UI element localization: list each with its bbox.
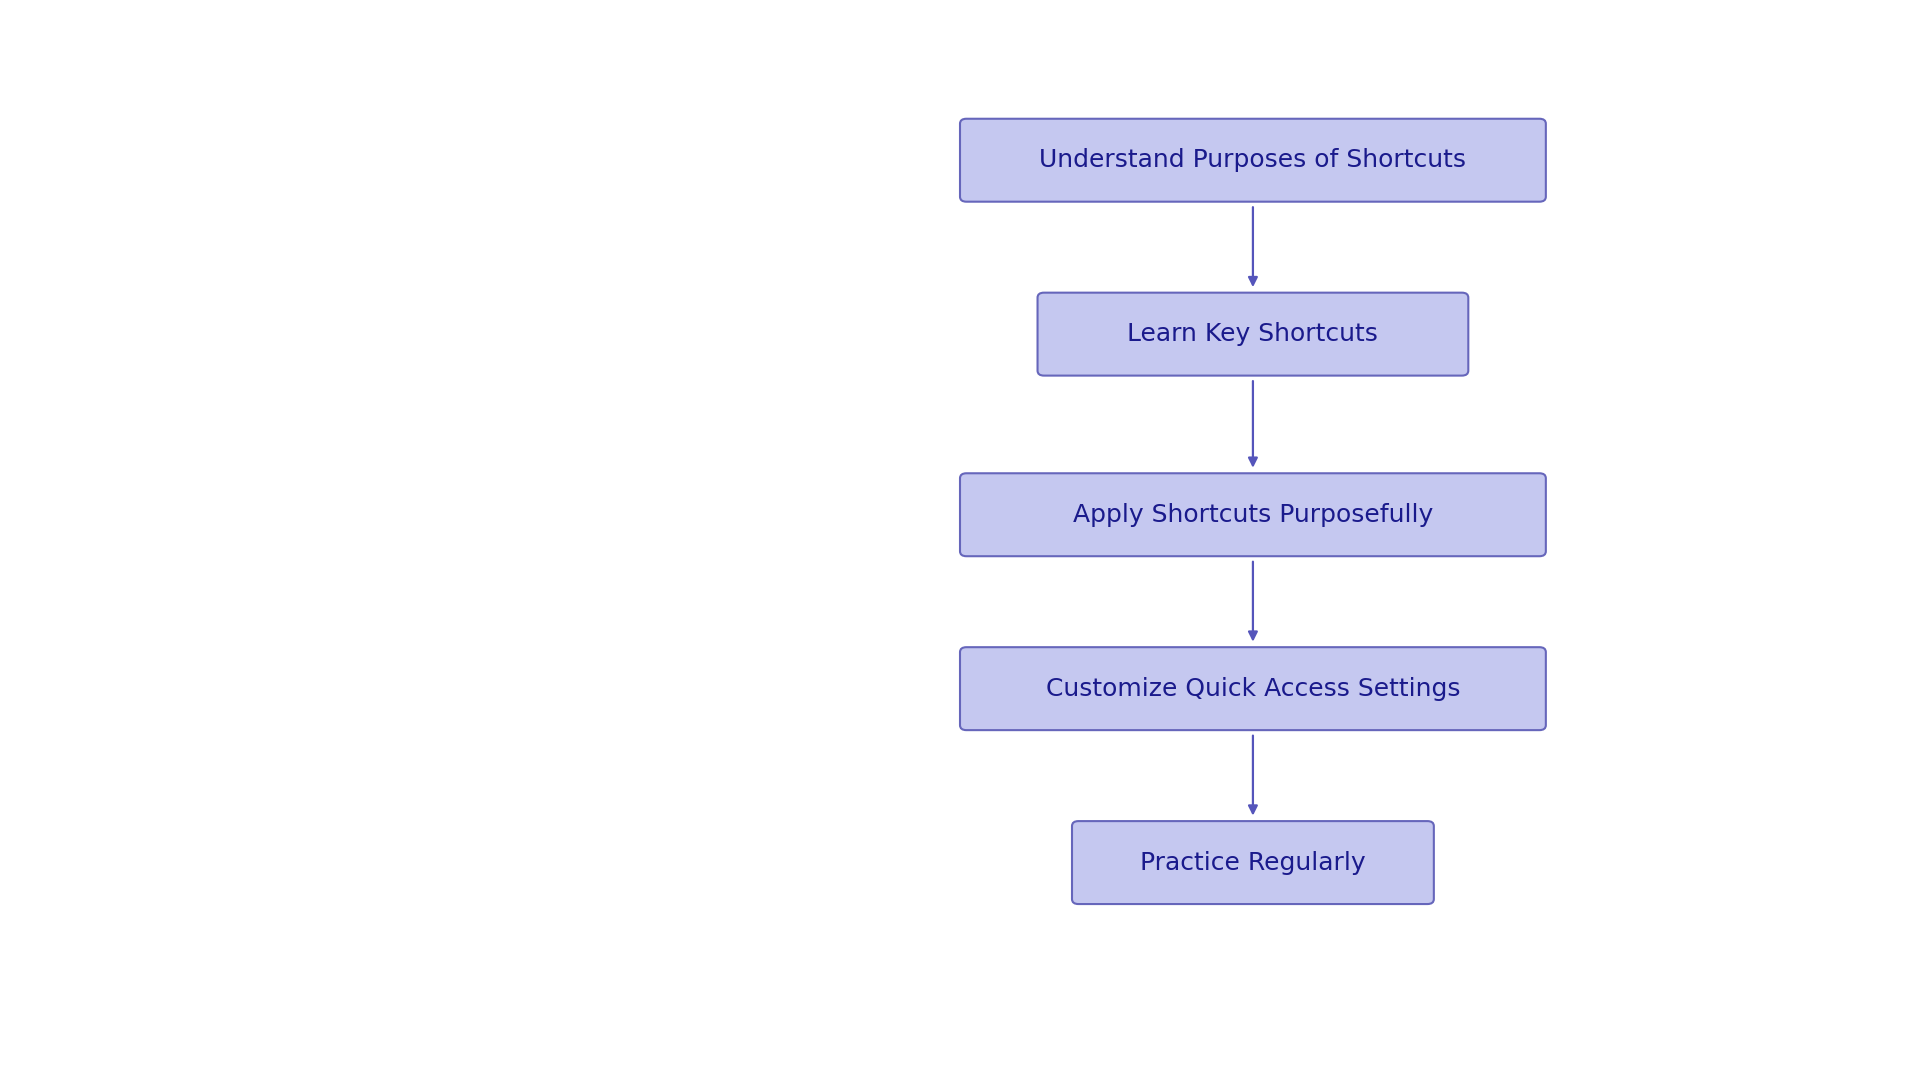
FancyBboxPatch shape	[1037, 292, 1469, 376]
FancyBboxPatch shape	[960, 473, 1546, 557]
Text: Customize Quick Access Settings: Customize Quick Access Settings	[1046, 677, 1461, 701]
FancyBboxPatch shape	[1071, 821, 1434, 904]
Text: Understand Purposes of Shortcuts: Understand Purposes of Shortcuts	[1039, 148, 1467, 172]
FancyBboxPatch shape	[960, 648, 1546, 730]
Text: Practice Regularly: Practice Regularly	[1140, 850, 1365, 875]
Text: Learn Key Shortcuts: Learn Key Shortcuts	[1127, 322, 1379, 347]
Text: Apply Shortcuts Purposefully: Apply Shortcuts Purposefully	[1073, 503, 1432, 526]
FancyBboxPatch shape	[960, 119, 1546, 201]
